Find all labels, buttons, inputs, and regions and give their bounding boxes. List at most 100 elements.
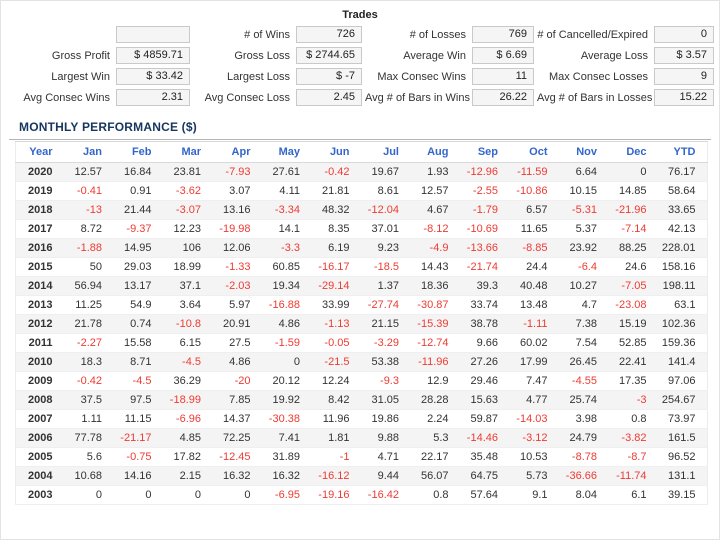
stat-label: Average Loss <box>580 49 648 62</box>
value-cell: 28.28 <box>410 390 460 410</box>
table-row-2009: 2009 -0.42 -4.5 36.29 -20 20.12 12.24 -9.3 12.9 2… <box>15 371 707 391</box>
value-cell: 15.19 <box>608 314 658 334</box>
value-cell: -23.08 <box>608 295 658 315</box>
value-cell: 1.93 <box>410 162 460 182</box>
value-cell: -0.42 <box>63 371 113 391</box>
ytd-cell: 97.06 <box>657 371 707 391</box>
value-cell: 39.3 <box>459 276 509 296</box>
value-cell: 7.47 <box>509 371 559 391</box>
ytd-cell: 58.64 <box>657 181 707 201</box>
value-cell: 20.91 <box>212 314 262 334</box>
value-cell: 17.99 <box>509 352 559 372</box>
trades-section-title: Trades <box>342 9 378 21</box>
year-cell: 2013 <box>15 295 64 315</box>
column-header-oct: Oct <box>509 141 559 163</box>
value-cell: -1.13 <box>311 314 361 334</box>
value-cell: 4.85 <box>162 428 212 448</box>
year-cell: 2004 <box>15 466 64 486</box>
value-cell: 27.5 <box>212 333 262 353</box>
value-cell: -7.05 <box>608 276 658 296</box>
value-cell: 12.06 <box>212 238 262 258</box>
stat-label: # of Wins <box>244 28 290 41</box>
value-cell: 10.27 <box>558 276 608 296</box>
monthly-performance-title: MONTHLY PERFORMANCE ($) <box>19 120 197 134</box>
value-cell: -12.04 <box>360 200 410 220</box>
value-cell: -2.55 <box>459 181 509 201</box>
value-cell: 3.98 <box>558 409 608 429</box>
value-cell: 11.96 <box>311 409 361 429</box>
value-cell: 2.24 <box>410 409 460 429</box>
table-row-2004: 2004 10.68 14.16 2.15 16.32 16.32 -16.12 9.44 56… <box>15 466 707 486</box>
value-cell: 29.03 <box>113 257 163 277</box>
value-cell: 7.41 <box>261 428 311 448</box>
value-cell: -1.79 <box>459 200 509 220</box>
table-row-2003: 2003 0 0 0 0 -6.95 -19.16 -16.42 0.8 57.64 9.1 8.04… <box>15 485 707 505</box>
value-cell: 4.71 <box>360 447 410 467</box>
value-cell: -0.41 <box>63 181 113 201</box>
value-cell: 14.16 <box>113 466 163 486</box>
value-cell: 31.89 <box>261 447 311 467</box>
table-row-2007: 2007 1.11 11.15 -6.96 14.37 -30.38 11.96 19.86 2… <box>15 409 707 429</box>
value-cell: 14.37 <box>212 409 262 429</box>
year-cell: 2003 <box>15 485 64 505</box>
value-cell: 0 <box>608 162 658 182</box>
value-cell: 0.74 <box>113 314 163 334</box>
value-cell: 1.81 <box>311 428 361 448</box>
year-cell: 2005 <box>15 447 64 467</box>
stat-value-box: 0 <box>654 26 714 43</box>
value-cell: 11.65 <box>509 219 559 239</box>
value-cell: 0 <box>162 485 212 505</box>
ytd-cell: 63.1 <box>657 295 707 315</box>
value-cell: 60.85 <box>261 257 311 277</box>
value-cell: 60.02 <box>509 333 559 353</box>
value-cell: 15.58 <box>113 333 163 353</box>
value-cell: -21.5 <box>311 352 361 372</box>
year-cell: 2006 <box>15 428 64 448</box>
value-cell: -6.4 <box>558 257 608 277</box>
column-header-nov: Nov <box>558 141 608 163</box>
table-row-2014: 2014 56.94 13.17 37.1 -2.03 19.34 -29.14 1.37 18… <box>15 276 707 296</box>
value-cell: 16.84 <box>113 162 163 182</box>
value-cell: 56.94 <box>63 276 113 296</box>
monthly-performance-table: Year Jan Feb Mar Apr May Jun Jul Aug Sep Oct Nov Dec… <box>15 141 708 505</box>
value-cell: -21.96 <box>608 200 658 220</box>
value-cell: 0 <box>113 485 163 505</box>
ytd-cell: 161.5 <box>657 428 707 448</box>
value-cell: 10.53 <box>509 447 559 467</box>
stat-value-box: 769 <box>472 26 534 43</box>
year-cell: 2012 <box>15 314 64 334</box>
value-cell: -16.88 <box>261 295 311 315</box>
value-cell: 40.48 <box>509 276 559 296</box>
value-cell: 25.74 <box>558 390 608 410</box>
value-cell: 10.15 <box>558 181 608 201</box>
value-cell: 2.15 <box>162 466 212 486</box>
stat-label: Average Win <box>403 49 466 62</box>
value-cell: 9.44 <box>360 466 410 486</box>
column-header-dec: Dec <box>608 141 658 163</box>
value-cell: 57.64 <box>459 485 509 505</box>
value-cell: -19.16 <box>311 485 361 505</box>
ytd-cell: 159.36 <box>657 333 707 353</box>
value-cell: 17.82 <box>162 447 212 467</box>
value-cell: 0 <box>63 485 113 505</box>
value-cell: 31.05 <box>360 390 410 410</box>
value-cell: 38.78 <box>459 314 509 334</box>
value-cell: 21.15 <box>360 314 410 334</box>
column-header-jan: Jan <box>63 141 113 163</box>
value-cell: 13.48 <box>509 295 559 315</box>
value-cell: 59.87 <box>459 409 509 429</box>
stat-label: Largest Loss <box>227 70 290 83</box>
value-cell: 52.85 <box>608 333 658 353</box>
value-cell: 29.46 <box>459 371 509 391</box>
value-cell: 1.11 <box>63 409 113 429</box>
stat-label: Gross Loss <box>234 49 290 62</box>
stat-label: # of Cancelled/Expired <box>537 28 648 41</box>
column-header-feb: Feb <box>113 141 163 163</box>
value-cell: -11.59 <box>509 162 559 182</box>
value-cell: 13.16 <box>212 200 262 220</box>
value-cell: 22.41 <box>608 352 658 372</box>
stat-label: Avg # of Bars in Losses <box>537 91 653 104</box>
value-cell: -1.59 <box>261 333 311 353</box>
value-cell: -12.74 <box>410 333 460 353</box>
value-cell: -18.5 <box>360 257 410 277</box>
